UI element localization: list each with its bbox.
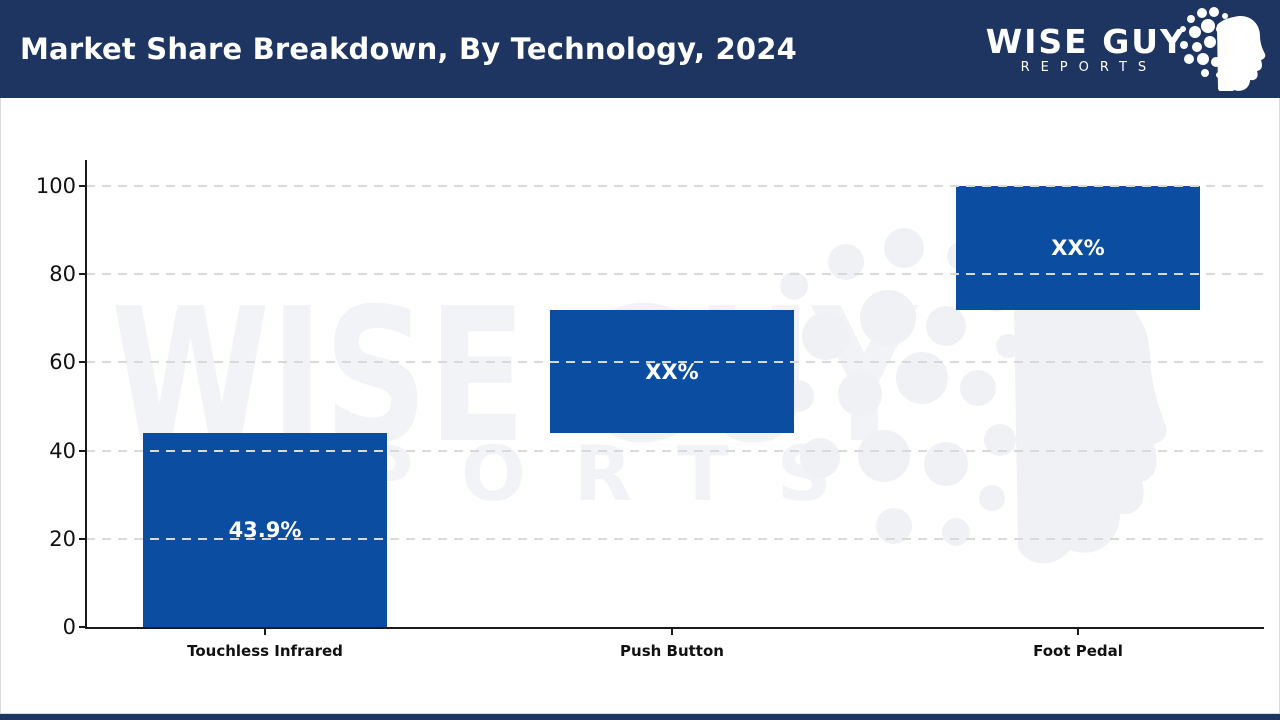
- x-axis-label: Touchless Infrared: [187, 642, 343, 660]
- gridline: [86, 273, 1263, 276]
- gridline: [86, 185, 1263, 187]
- bar-value-label: 43.9%: [228, 518, 302, 543]
- chart-area: WISE GUY REPORTS 0 20 40 60 80 100 43.9% Touchl…: [0, 98, 1280, 714]
- y-tick-label: 100: [35, 174, 76, 198]
- x-tick-mark: [1077, 627, 1079, 635]
- wise-guy-logo: WISE GUY REPORTS: [986, 7, 1266, 91]
- bar-segment: [956, 186, 1200, 310]
- watermark-face-icon: [780, 228, 1167, 564]
- footer-bar: [0, 714, 1280, 720]
- logo-wordmark: WISE GUY REPORTS: [986, 25, 1186, 74]
- y-tick-mark: [79, 273, 86, 276]
- y-tick-label: 80: [49, 262, 76, 287]
- y-axis-line: [85, 160, 87, 629]
- logo-wordmark-line1: WISE GUY: [985, 21, 1186, 61]
- gridline: [86, 361, 1263, 364]
- logo-wordmark-line2: REPORTS: [1020, 59, 1158, 75]
- x-axis-label: Foot Pedal: [1033, 642, 1123, 660]
- x-axis-label: Push Button: [620, 642, 724, 660]
- gridline: [86, 537, 1263, 540]
- header: Market Share Breakdown, By Technology, 2…: [0, 0, 1280, 98]
- x-tick-mark: [671, 627, 673, 635]
- y-tick-label: 60: [49, 350, 76, 375]
- y-tick-mark: [79, 626, 86, 628]
- y-tick-mark: [79, 537, 86, 540]
- page-title: Market Share Breakdown, By Technology, 2…: [20, 32, 798, 66]
- bar-segment: [550, 309, 794, 434]
- bar-value-label: XX%: [1051, 235, 1105, 260]
- y-tick-label: 20: [49, 526, 76, 551]
- y-tick-mark: [79, 361, 86, 364]
- y-tick-label: 40: [49, 438, 76, 463]
- logo-face-icon: [1180, 7, 1266, 91]
- x-tick-mark: [264, 627, 266, 635]
- y-tick-mark: [79, 185, 86, 187]
- gridline: [86, 449, 1263, 452]
- y-tick-label: 0: [62, 615, 76, 639]
- y-tick-mark: [79, 449, 86, 452]
- bar-value-label: XX%: [645, 359, 699, 384]
- bar-segment: [143, 433, 387, 627]
- x-axis-line: [85, 627, 1264, 629]
